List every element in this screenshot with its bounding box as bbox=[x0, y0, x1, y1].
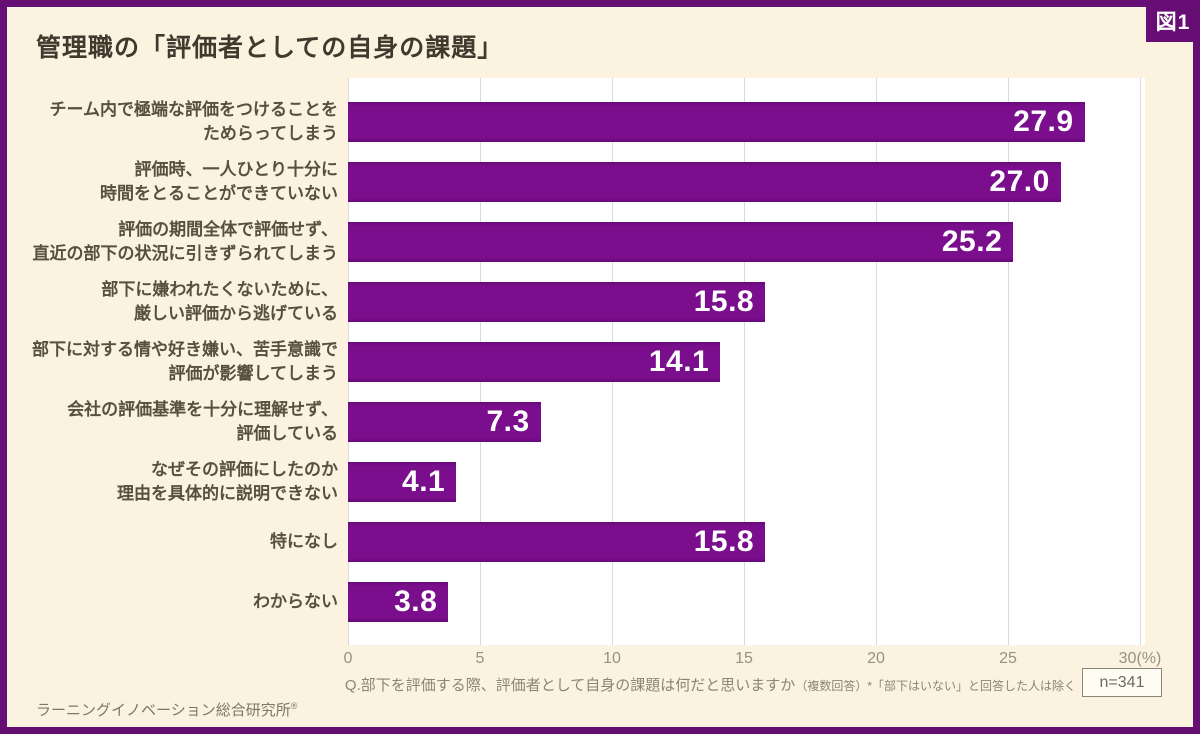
bar: 4.1 bbox=[348, 462, 457, 502]
bar: 27.9 bbox=[348, 102, 1085, 142]
bar: 14.1 bbox=[348, 342, 721, 382]
x-tick-label: 5 bbox=[475, 650, 485, 667]
organization-name: ラーニングイノベーション総合研究所® bbox=[36, 701, 298, 719]
bar-value-label: 15.8 bbox=[693, 285, 755, 318]
bar-value-label: 27.9 bbox=[1013, 105, 1074, 138]
registered-mark: ® bbox=[290, 701, 298, 711]
x-tick-label: 30(%) bbox=[1118, 650, 1162, 667]
category-label: チーム内で極端な評価をつけることを ためらってしまう bbox=[49, 99, 339, 143]
bar-row: 4.1 bbox=[348, 452, 1145, 512]
bar: 25.2 bbox=[348, 222, 1014, 262]
figure-badge: 図1 bbox=[1146, 0, 1200, 42]
category-label: 部下に対する情や好き嫌い、苦手意識で 評価が影響してしまう bbox=[32, 339, 338, 383]
x-tick-label: 20 bbox=[867, 650, 885, 667]
bar: 3.8 bbox=[348, 582, 449, 622]
category-label: 評価の期間全体で評価せず、 直近の部下の状況に引きずられてしまう bbox=[32, 219, 339, 263]
category-label: 会社の評価基準を十分に理解せず、 評価している bbox=[67, 399, 338, 443]
x-tick-label: 0 bbox=[343, 650, 353, 667]
bar-row: 7.3 bbox=[348, 392, 1145, 452]
bar-value-label: 3.8 bbox=[394, 585, 438, 618]
category-label: 評価時、一人ひとり十分に 時間をとることができていない bbox=[100, 159, 338, 203]
bar-row: 3.8 bbox=[348, 572, 1145, 632]
sample-size-label: n=341 bbox=[1099, 673, 1145, 691]
gridline bbox=[1008, 78, 1009, 645]
bar: 15.8 bbox=[348, 522, 766, 562]
category-label: わからない bbox=[253, 591, 338, 611]
bar: 7.3 bbox=[348, 402, 541, 442]
bar-value-label: 27.0 bbox=[989, 165, 1050, 198]
category-label: 特になし bbox=[270, 531, 338, 551]
category-label: なぜその評価にしたのか 理由を具体的に説明できない bbox=[117, 459, 338, 503]
question-text: Q.部下を評価する際、評価者として自身の課題は何だと思いますか（複数回答）*「部… bbox=[345, 674, 1076, 695]
bar-row: 27.9 bbox=[348, 92, 1145, 152]
x-tick-label: 10 bbox=[603, 650, 621, 667]
bar-value-label: 14.1 bbox=[648, 345, 710, 378]
bar-row: 27.0 bbox=[348, 152, 1145, 212]
question-note: （複数回答）*「部下はいない」と回答した人は除く bbox=[795, 679, 1076, 693]
plot-area: 27.9 27.0 25.2 15.8 14.1 7.3 4.1 15.8 3.8 bbox=[348, 78, 1145, 645]
bar-row: 25.2 bbox=[348, 212, 1145, 272]
gridline bbox=[744, 78, 745, 645]
gridline bbox=[876, 78, 877, 645]
x-axis: 0 5 10 15 20 25 30(%) bbox=[344, 650, 1162, 672]
x-tick-label: 25 bbox=[999, 650, 1017, 667]
bar-value-label: 4.1 bbox=[402, 465, 446, 498]
bar-value-label: 7.3 bbox=[486, 405, 530, 438]
bar-row: 14.1 bbox=[348, 332, 1145, 392]
bar-row: 15.8 bbox=[348, 512, 1145, 572]
bar-value-label: 25.2 bbox=[941, 225, 1003, 258]
bar: 15.8 bbox=[348, 282, 766, 322]
bar-rows: 27.9 27.0 25.2 15.8 14.1 7.3 4.1 15.8 3.8 bbox=[348, 92, 1145, 632]
category-label: 部下に嫌われたくないために、 厳しい評価から逃げている bbox=[101, 279, 338, 323]
x-tick-label: 15 bbox=[735, 650, 753, 667]
bar-value-label: 15.8 bbox=[693, 525, 755, 558]
bar-row: 15.8 bbox=[348, 272, 1145, 332]
page-title: 管理職の「評価者としての自身の課題」 bbox=[36, 34, 504, 62]
category-labels: チーム内で極端な評価をつけることを ためらってしまう評価時、一人ひとり十分に 時間を… bbox=[20, 92, 338, 632]
question-main: Q.部下を評価する際、評価者として自身の課題は何だと思いますか bbox=[344, 677, 796, 694]
gridline bbox=[1140, 78, 1141, 645]
sample-size-box: n=341 bbox=[1082, 668, 1162, 697]
bar: 27.0 bbox=[348, 162, 1061, 202]
